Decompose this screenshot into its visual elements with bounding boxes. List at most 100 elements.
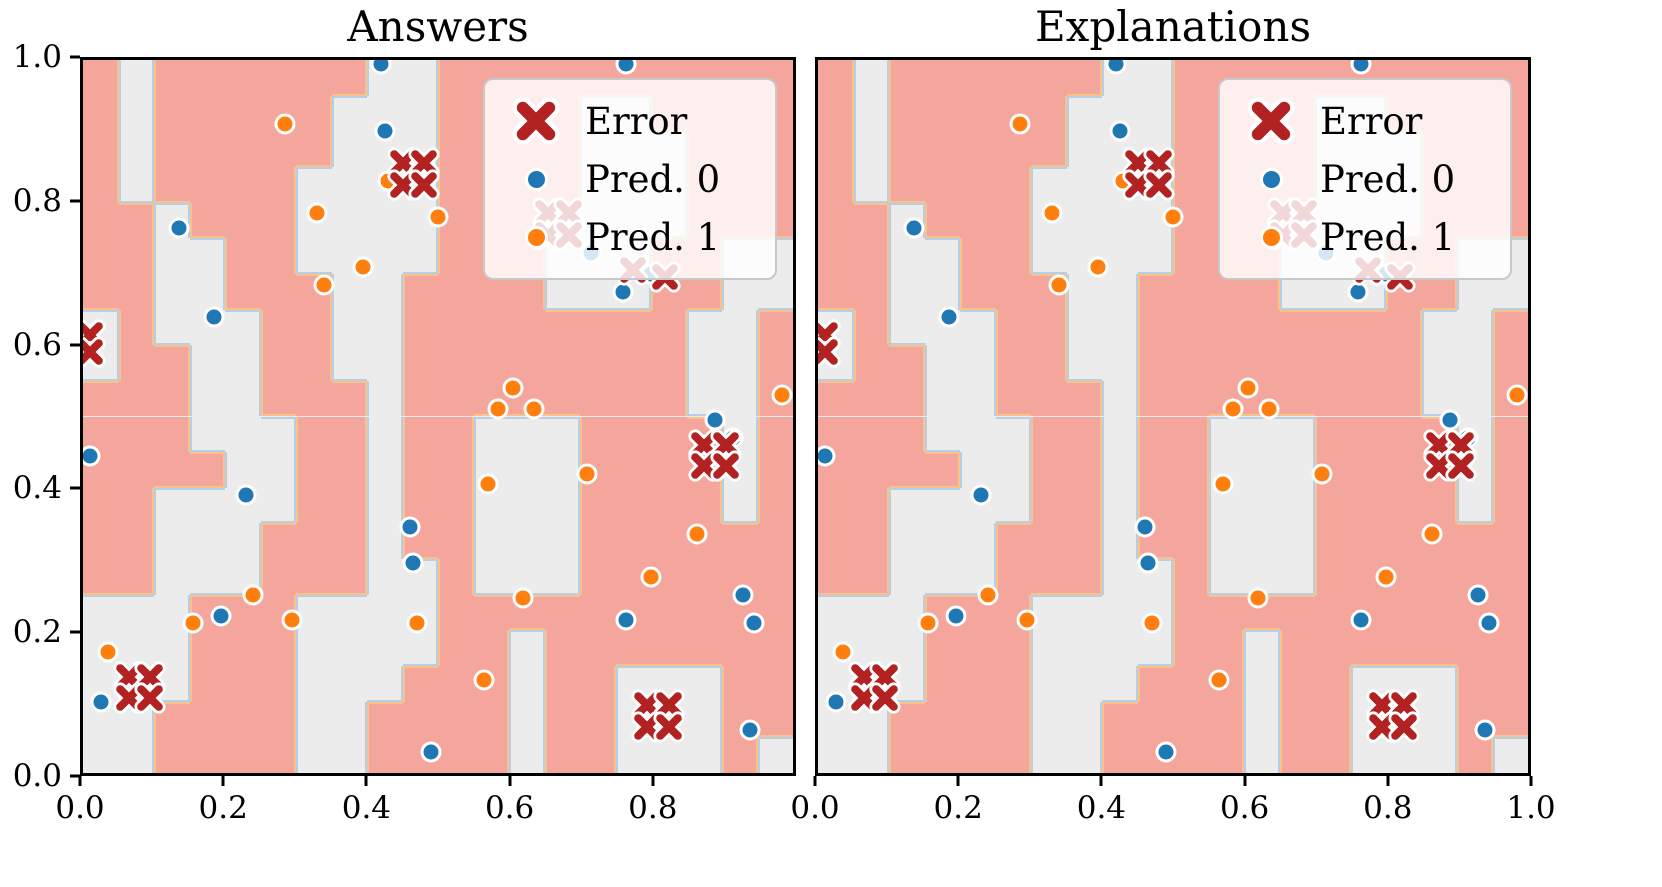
region-cell — [438, 166, 474, 203]
pred0-point — [83, 445, 101, 467]
x-tick-mark — [956, 776, 960, 786]
region-cell — [722, 345, 758, 381]
region-cell — [189, 238, 225, 274]
region-cell — [1102, 487, 1138, 524]
region-cell — [402, 60, 438, 96]
region-cell — [1137, 630, 1173, 667]
pred1-point — [832, 641, 854, 663]
region-cell — [1457, 309, 1493, 346]
region-cell — [1137, 380, 1173, 417]
region-cell — [1173, 238, 1209, 274]
x-tick-mark — [1386, 776, 1390, 786]
region-cell — [1244, 523, 1280, 560]
x-tick-label: 0.4 — [341, 790, 392, 826]
region-cell — [154, 345, 190, 381]
region-cell — [1066, 95, 1102, 132]
region-cell — [1350, 737, 1386, 773]
region-cell — [296, 559, 332, 595]
error-marker — [709, 450, 742, 483]
pred1-point — [306, 202, 328, 224]
region-cell — [924, 487, 960, 524]
region-cell — [1137, 238, 1173, 274]
region-cell — [367, 559, 403, 595]
region-cell — [1031, 666, 1067, 702]
pred1-point — [1048, 274, 1070, 296]
region-cell — [924, 345, 960, 381]
region-cell — [225, 380, 261, 417]
region-cell — [83, 487, 119, 524]
region-cell — [1457, 380, 1493, 417]
region-cell — [118, 95, 154, 132]
x-tick-label: 0.4 — [1076, 790, 1127, 826]
region-cell — [1031, 701, 1067, 738]
region-cell — [1137, 666, 1173, 702]
legend-label-pred1: Pred. 1 — [585, 215, 721, 259]
pred1-point — [427, 206, 449, 228]
region-cell — [615, 345, 651, 381]
region-cell — [1173, 487, 1209, 524]
pred0-point — [374, 120, 396, 142]
region-cell — [118, 452, 154, 488]
region-cell — [544, 666, 580, 702]
region-cell — [544, 523, 580, 560]
region-cell — [1208, 701, 1244, 738]
x-tick-mark — [364, 776, 368, 786]
region-cell — [260, 559, 296, 595]
region-cell — [1492, 666, 1528, 702]
region-cell — [960, 95, 996, 132]
region-cell — [757, 345, 793, 381]
region-cell — [1492, 416, 1528, 453]
region-cell — [367, 594, 403, 631]
region-cell — [960, 131, 996, 167]
region-cell — [296, 452, 332, 488]
region-cell — [154, 131, 190, 167]
region-cell — [1457, 487, 1493, 524]
region-cell — [402, 238, 438, 274]
region-cell — [154, 416, 190, 453]
region-cell — [438, 416, 474, 453]
error-marker — [688, 429, 720, 461]
region-cell — [580, 380, 616, 417]
pred1-point — [512, 587, 534, 609]
region-cell — [189, 60, 225, 96]
region-cell — [1173, 630, 1209, 667]
pred1-point — [576, 463, 598, 485]
region-cell — [296, 737, 332, 773]
region-cell — [225, 238, 261, 274]
region-cell — [118, 487, 154, 524]
region-cell — [154, 309, 190, 346]
error-marker — [1366, 689, 1399, 721]
region-cell — [1492, 701, 1528, 738]
y-tick-label: 0.2 — [12, 614, 62, 651]
region-cell — [757, 523, 793, 560]
region-cell — [260, 380, 296, 417]
region-cell — [402, 345, 438, 381]
region-cell — [438, 95, 474, 132]
region-cell — [1315, 559, 1351, 595]
region-cell — [438, 238, 474, 274]
region-cell — [331, 630, 367, 667]
error-marker — [631, 711, 664, 743]
region-cell — [1208, 559, 1244, 595]
region-cell — [331, 701, 367, 738]
region-cell — [580, 416, 616, 453]
region-cell — [818, 238, 854, 274]
region-cell — [1457, 345, 1493, 381]
panel-title-explanations: Explanations — [1035, 2, 1311, 51]
region-cell — [1066, 701, 1102, 738]
region-cell — [1457, 630, 1493, 667]
region-cell — [651, 452, 687, 488]
pred0-dot-icon — [497, 167, 575, 191]
y-tick-label: 0.4 — [12, 470, 62, 507]
region-cell — [1421, 309, 1457, 346]
pred1-point — [487, 398, 509, 420]
pred0-point — [168, 217, 190, 239]
region-cell — [1031, 594, 1067, 631]
region-cell — [473, 701, 509, 738]
region-cell — [473, 594, 509, 631]
region-cell — [1279, 559, 1315, 595]
region-cell — [225, 309, 261, 346]
region-cell — [260, 666, 296, 702]
region-cell — [889, 309, 925, 346]
